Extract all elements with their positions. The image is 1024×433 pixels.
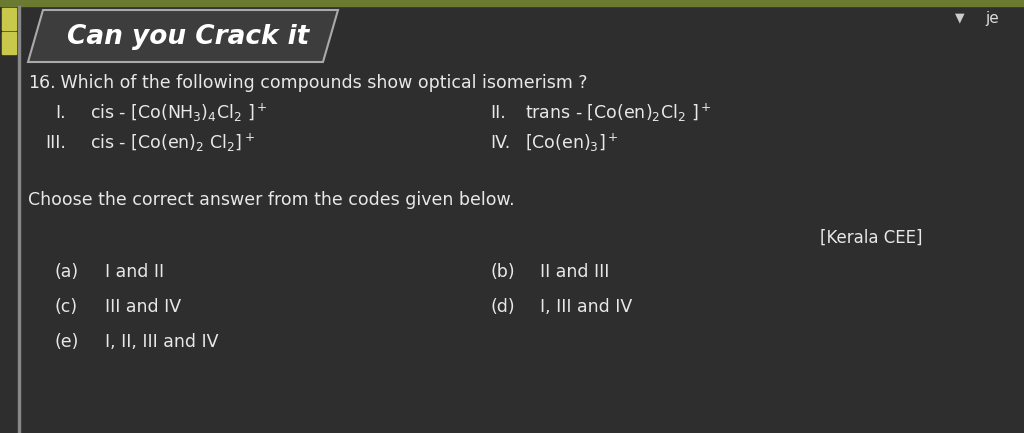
Text: I.: I.	[55, 104, 66, 122]
Bar	[18, 6, 20, 433]
Text: 16.: 16.	[28, 74, 55, 92]
Text: IV.: IV.	[490, 134, 510, 152]
Bar	[2, 32, 16, 54]
Text: cis - [Co(en)$_2$ Cl$_2$]$^+$: cis - [Co(en)$_2$ Cl$_2$]$^+$	[90, 132, 255, 154]
Text: trans - [Co(en)$_2$Cl$_2$ ]$^+$: trans - [Co(en)$_2$Cl$_2$ ]$^+$	[525, 102, 712, 124]
Text: (e): (e)	[55, 333, 80, 351]
Polygon shape	[28, 10, 338, 62]
Text: (b): (b)	[490, 263, 515, 281]
Text: (a): (a)	[55, 263, 79, 281]
Text: (c): (c)	[55, 298, 78, 316]
Text: (d): (d)	[490, 298, 515, 316]
Text: III.: III.	[45, 134, 66, 152]
Text: II and III: II and III	[540, 263, 609, 281]
Text: cis - [Co(NH$_3$)$_4$Cl$_2$ ]$^+$: cis - [Co(NH$_3$)$_4$Cl$_2$ ]$^+$	[90, 102, 267, 124]
Text: I, II, III and IV: I, II, III and IV	[105, 333, 218, 351]
Bar	[0, 6, 18, 433]
Text: II.: II.	[490, 104, 506, 122]
Bar	[2, 8, 16, 30]
Text: ▼: ▼	[955, 12, 965, 25]
Text: Choose the correct answer from the codes given below.: Choose the correct answer from the codes…	[28, 191, 515, 209]
Text: III and IV: III and IV	[105, 298, 181, 316]
Text: Which of the following compounds show optical isomerism ?: Which of the following compounds show op…	[55, 74, 588, 92]
Text: I, III and IV: I, III and IV	[540, 298, 632, 316]
Text: [Co(en)$_3$]$^+$: [Co(en)$_3$]$^+$	[525, 132, 618, 154]
Text: Can you Crack it: Can you Crack it	[67, 24, 309, 50]
Bar	[0, 0, 1024, 6]
Text: I and II: I and II	[105, 263, 164, 281]
Text: je: je	[985, 10, 998, 26]
Text: [Kerala CEE]: [Kerala CEE]	[820, 229, 923, 247]
